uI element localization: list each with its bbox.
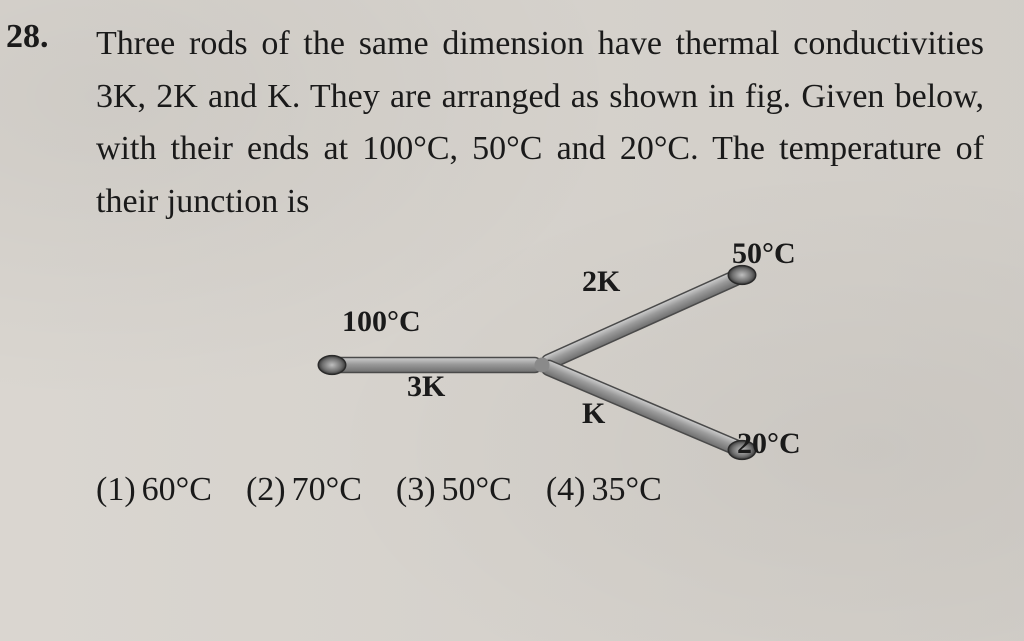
rods-svg <box>212 235 812 465</box>
option-3: (3)50°C <box>396 471 512 509</box>
option-4-num: (4) <box>546 471 586 508</box>
option-2-num: (2) <box>246 471 286 508</box>
question-number: 28. <box>6 18 49 56</box>
label-left-temp: 100°C <box>342 305 421 339</box>
label-left-k: 3K <box>407 370 445 404</box>
option-2-val: 70°C <box>292 471 362 508</box>
option-3-val: 50°C <box>442 471 512 508</box>
page: 28. Three rods of the same dimension hav… <box>0 0 1024 509</box>
figure: 100°C 3K 2K 50°C K 20°C <box>212 235 812 465</box>
label-bot-temp: 20°C <box>737 427 801 461</box>
question-text: Three rods of the same dimension have th… <box>96 18 984 229</box>
label-top-k: 2K <box>582 265 620 299</box>
option-4: (4)35°C <box>546 471 662 509</box>
options-row: (1)60°C (2)70°C (3)50°C (4)35°C <box>96 471 984 509</box>
option-1-num: (1) <box>96 471 136 508</box>
option-3-num: (3) <box>396 471 436 508</box>
label-bot-k: K <box>582 397 605 431</box>
label-top-temp: 50°C <box>732 237 796 271</box>
option-2: (2)70°C <box>246 471 362 509</box>
option-1-val: 60°C <box>142 471 212 508</box>
option-4-val: 35°C <box>591 471 661 508</box>
option-1: (1)60°C <box>96 471 212 509</box>
